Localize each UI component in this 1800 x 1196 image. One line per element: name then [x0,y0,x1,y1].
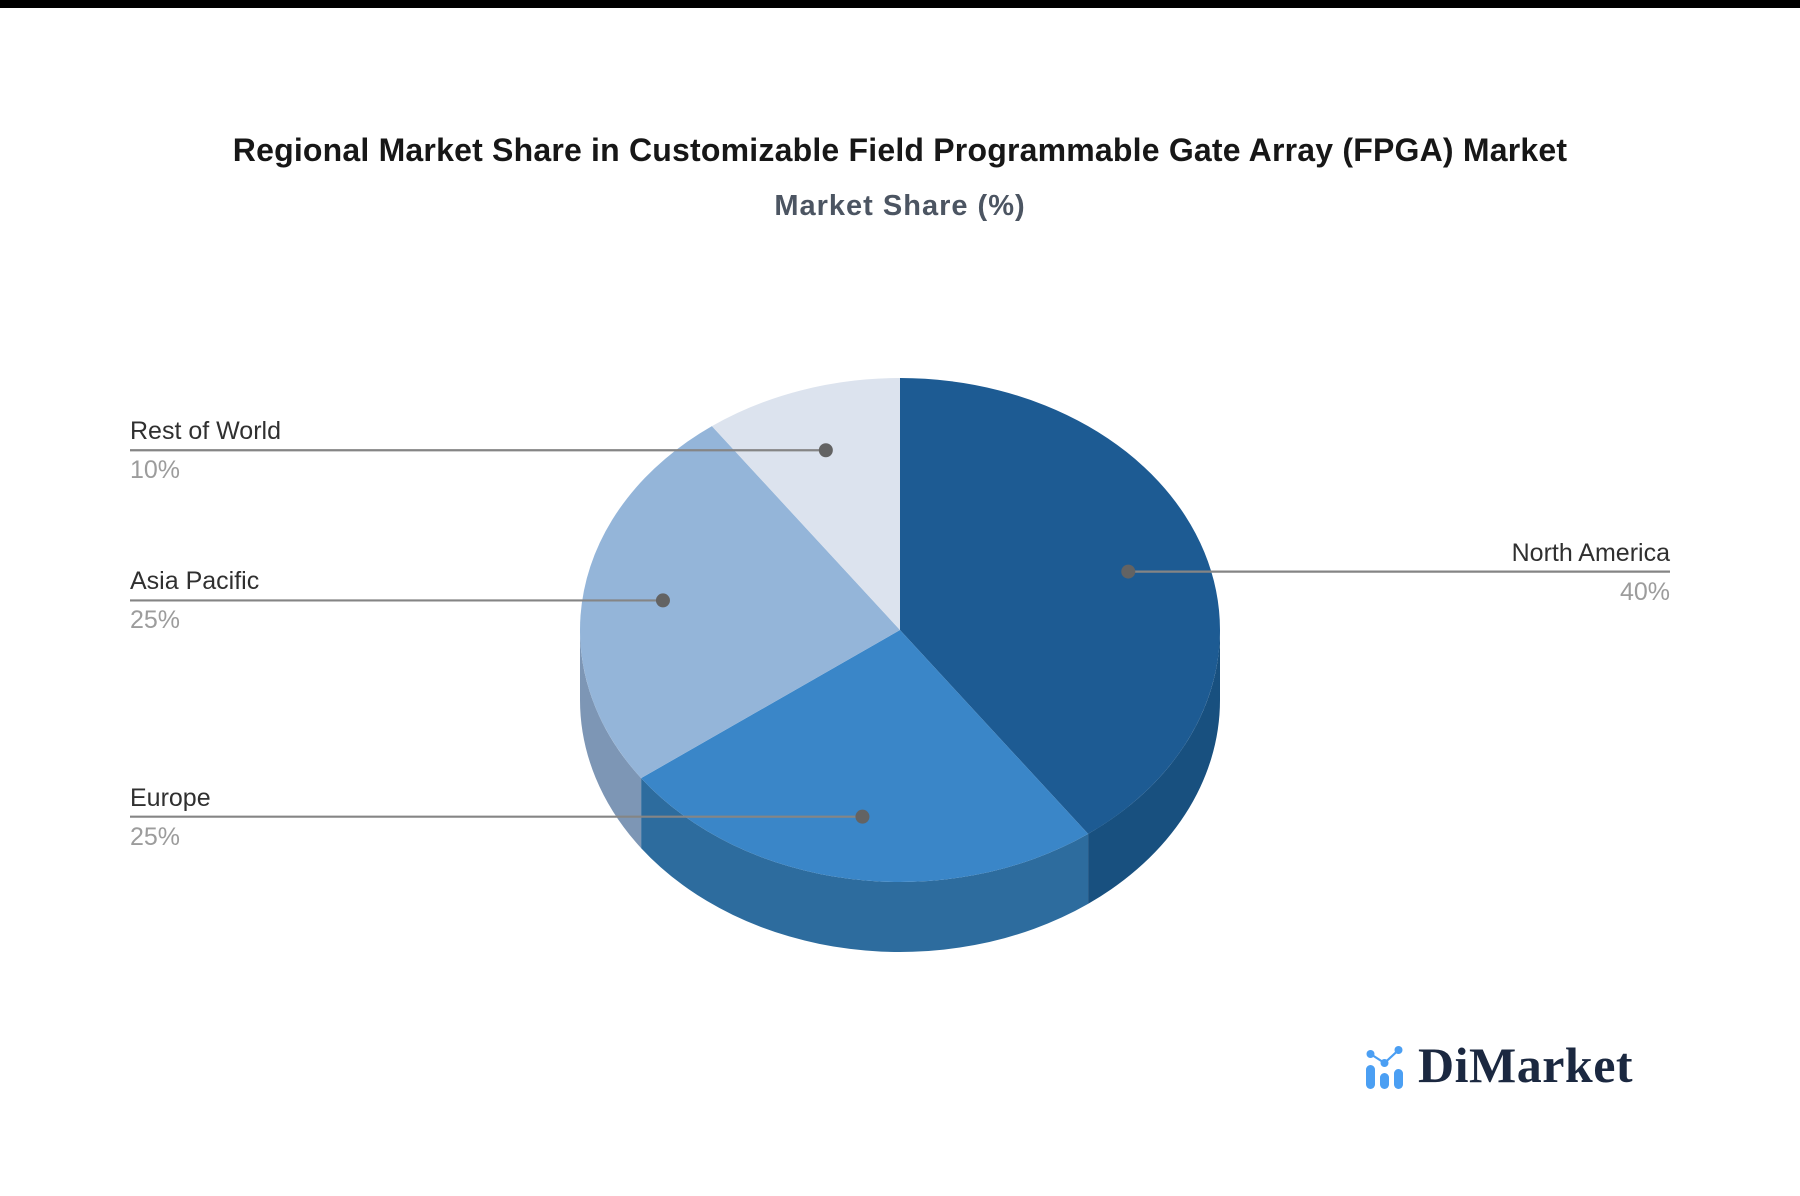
pie-slice-rest-of-world[interactable] [711,378,900,630]
slice-label-asia-pacific: Asia Pacific [130,567,260,596]
top-border-bar [0,0,1800,8]
pie-side-asia-pacific [580,630,642,849]
connector-lines [130,443,1670,824]
slice-value-rest-of-world: 10% [130,456,181,485]
bar-line-chart-icon [1366,1046,1403,1089]
slice-label-europe: Europe [130,783,211,812]
chart-subtitle: Market Share (%) [774,190,1026,222]
slice-value-north-america: 40% [1619,577,1670,606]
pie-slice-asia-pacific[interactable] [580,426,900,779]
slice-label-north-america: North America [1511,538,1670,567]
slice-value-europe: 25% [130,822,181,851]
connector-dot-asia-pacific [655,593,670,608]
pie-side-north-america [1088,630,1220,904]
slice-value-asia-pacific: 25% [130,606,181,635]
chart-title: Regional Market Share in Customizable Fi… [232,132,1568,168]
pie-top-faces [580,378,1221,882]
pie-slice-europe[interactable] [641,630,1089,882]
dimarket-logo: DiMarket [1363,1036,1683,1100]
slice-label-rest-of-world: Rest of World [130,417,281,446]
connector-dot-rest-of-world [818,443,833,458]
connector-dot-north-america [1121,564,1136,579]
pie-side-walls [580,630,1220,952]
pie-slice-north-america[interactable] [900,378,1221,834]
pie-side-europe [641,778,1089,952]
brand-name: DiMarket [1418,1037,1634,1093]
connector-dot-europe [855,809,870,824]
